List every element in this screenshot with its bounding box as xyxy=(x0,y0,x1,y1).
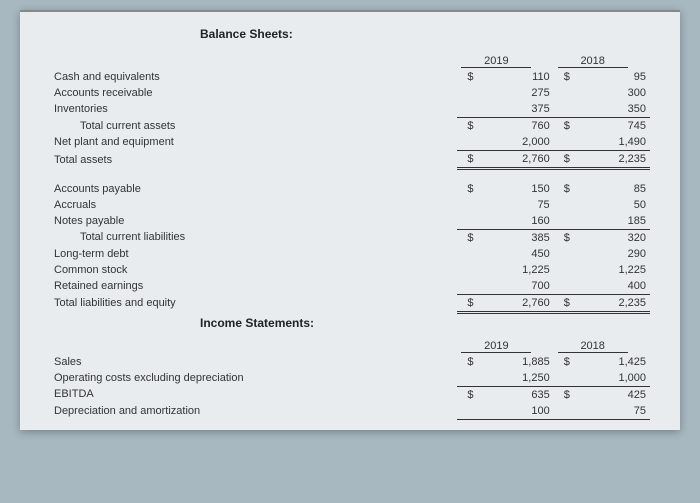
year-2018: 2018 xyxy=(558,55,628,68)
table-row: Accounts receivable275300 xyxy=(50,85,650,101)
income-statement-table: 2019 2018 Sales$1,885$1,425Operating cos… xyxy=(50,334,650,420)
row-value-2018: 300 xyxy=(554,85,650,101)
table-row: Cash and equivalents$110$95 xyxy=(50,69,650,85)
year-2019-income: 2019 xyxy=(461,340,531,353)
row-label: Operating costs excluding depreciation xyxy=(50,370,457,387)
row-label: Retained earnings xyxy=(50,278,457,295)
row-value-2019: 1,225 xyxy=(457,262,553,278)
row-value-2018: 50 xyxy=(554,197,650,213)
row-label: Long-term debt xyxy=(50,246,457,262)
balance-sheet-table: 2019 2018 Cash and equivalents$110$95Acc… xyxy=(50,49,650,314)
row-value-2019: 275 xyxy=(457,85,553,101)
table-row: Operating costs excluding depreciation1,… xyxy=(50,370,650,387)
row-label: Common stock xyxy=(50,262,457,278)
row-value-2019: $150 xyxy=(457,181,553,197)
row-value-2018: 185 xyxy=(554,213,650,230)
row-label: Total liabilities and equity xyxy=(50,294,457,312)
row-label: EBITDA xyxy=(50,386,457,403)
table-row: Net plant and equipment2,0001,490 xyxy=(50,134,650,151)
row-label: Inventories xyxy=(50,101,457,118)
table-row: Long-term debt450290 xyxy=(50,246,650,262)
row-value-2018: $2,235 xyxy=(554,294,650,312)
row-value-2019: 75 xyxy=(457,197,553,213)
row-value-2019: 160 xyxy=(457,213,553,230)
row-value-2019: $635 xyxy=(457,386,553,403)
row-label: Notes payable xyxy=(50,213,457,230)
table-row: Retained earnings700400 xyxy=(50,278,650,295)
row-value-2019: $110 xyxy=(457,69,553,85)
table-row: Total current liabilities$385$320 xyxy=(50,229,650,246)
row-value-2018: $320 xyxy=(554,229,650,246)
table-row: Notes payable160185 xyxy=(50,213,650,230)
row-value-2019: 700 xyxy=(457,278,553,295)
row-value-2019: $2,760 xyxy=(457,294,553,312)
row-label: Total assets xyxy=(50,151,457,169)
row-value-2019: 2,000 xyxy=(457,134,553,151)
document-page: Balance Sheets: 2019 2018 Cash and equiv… xyxy=(20,10,680,430)
table-row: Accruals7550 xyxy=(50,197,650,213)
row-value-2019: 450 xyxy=(457,246,553,262)
row-value-2018: 75 xyxy=(554,403,650,420)
row-value-2019: $385 xyxy=(457,229,553,246)
table-row: Common stock1,2251,225 xyxy=(50,262,650,278)
row-label: Accounts payable xyxy=(50,181,457,197)
table-row: Sales$1,885$1,425 xyxy=(50,354,650,370)
year-header-row: 2019 2018 xyxy=(50,49,650,69)
row-value-2019: $2,760 xyxy=(457,151,553,169)
table-row: Total liabilities and equity$2,760$2,235 xyxy=(50,294,650,312)
row-value-2018: $1,425 xyxy=(554,354,650,370)
row-value-2018: 1,225 xyxy=(554,262,650,278)
row-value-2018: $2,235 xyxy=(554,151,650,169)
row-label: Total current assets xyxy=(50,118,457,135)
row-label: Total current liabilities xyxy=(50,229,457,246)
year-2018-income: 2018 xyxy=(558,340,628,353)
row-value-2019: $1,885 xyxy=(457,354,553,370)
year-2019: 2019 xyxy=(461,55,531,68)
table-row: Inventories375350 xyxy=(50,101,650,118)
row-value-2018: $425 xyxy=(554,386,650,403)
row-value-2019: 100 xyxy=(457,403,553,420)
table-row: Accounts payable$150$85 xyxy=(50,181,650,197)
row-value-2018: $95 xyxy=(554,69,650,85)
table-row: EBITDA$635$425 xyxy=(50,386,650,403)
row-label: Sales xyxy=(50,354,457,370)
table-row: Depreciation and amortization10075 xyxy=(50,403,650,420)
row-label: Net plant and equipment xyxy=(50,134,457,151)
balance-sheet-title: Balance Sheets: xyxy=(200,27,650,41)
row-label: Cash and equivalents xyxy=(50,69,457,85)
row-label: Accruals xyxy=(50,197,457,213)
row-value-2019: 375 xyxy=(457,101,553,118)
year-header-row-income: 2019 2018 xyxy=(50,334,650,354)
row-value-2018: 350 xyxy=(554,101,650,118)
table-row: Total assets$2,760$2,235 xyxy=(50,151,650,169)
row-value-2018: 1,000 xyxy=(554,370,650,387)
row-value-2019: $760 xyxy=(457,118,553,135)
income-statement-title: Income Statements: xyxy=(200,316,650,330)
row-value-2018: $745 xyxy=(554,118,650,135)
row-value-2018: 290 xyxy=(554,246,650,262)
row-value-2018: 1,490 xyxy=(554,134,650,151)
row-label: Accounts receivable xyxy=(50,85,457,101)
row-value-2019: 1,250 xyxy=(457,370,553,387)
row-label: Depreciation and amortization xyxy=(50,403,457,420)
row-value-2018: $85 xyxy=(554,181,650,197)
table-row: Total current assets$760$745 xyxy=(50,118,650,135)
row-value-2018: 400 xyxy=(554,278,650,295)
